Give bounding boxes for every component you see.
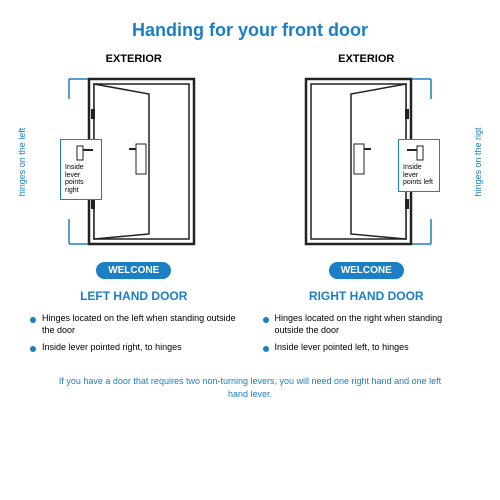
bullet-item: Hinges located on the right when standin… xyxy=(263,313,471,336)
hinge-label-left: hinges on the left xyxy=(17,127,27,196)
left-door-diagram: hinges on the left I xyxy=(25,69,243,254)
doors-comparison: EXTERIOR hinges on the left xyxy=(25,53,475,360)
bullet-text: Inside lever pointed right, to hinges xyxy=(42,342,182,354)
hinge-label-right: hinges on the rigt xyxy=(473,127,483,196)
left-bullets: Hinges located on the left when standing… xyxy=(25,313,243,360)
left-door-column: EXTERIOR hinges on the left xyxy=(25,53,243,360)
bullet-text: Inside lever pointed left, to hinges xyxy=(275,342,409,354)
right-door-column: EXTERIOR hinges on the rigt xyxy=(258,53,476,360)
exterior-label-right: EXTERIOR xyxy=(338,53,394,65)
bullet-icon xyxy=(263,346,269,352)
bullet-icon xyxy=(30,317,36,323)
right-door-type: RIGHT HAND DOOR xyxy=(309,289,424,303)
bullet-icon xyxy=(263,317,269,323)
right-bullets: Hinges located on the right when standin… xyxy=(258,313,476,360)
exterior-label-left: EXTERIOR xyxy=(106,53,162,65)
bullet-text: Hinges located on the right when standin… xyxy=(275,313,471,336)
left-callout: Inside lever points right xyxy=(60,139,102,200)
bullet-item: Hinges located on the left when standing… xyxy=(30,313,238,336)
bullet-icon xyxy=(30,346,36,352)
bullet-item: Inside lever pointed right, to hinges xyxy=(30,342,238,354)
right-door-diagram: hinges on the rigt I xyxy=(258,69,476,254)
main-title: Handing for your front door xyxy=(25,20,475,41)
left-door-type: LEFT HAND DOOR xyxy=(80,289,187,303)
right-callout: Inside lever points left xyxy=(398,139,440,192)
welcome-badge-left: WELCONE xyxy=(96,262,171,279)
bullet-item: Inside lever pointed left, to hinges xyxy=(263,342,471,354)
footer-note: If you have a door that requires two non… xyxy=(25,375,475,400)
bullet-text: Hinges located on the left when standing… xyxy=(42,313,238,336)
welcome-badge-right: WELCONE xyxy=(329,262,404,279)
